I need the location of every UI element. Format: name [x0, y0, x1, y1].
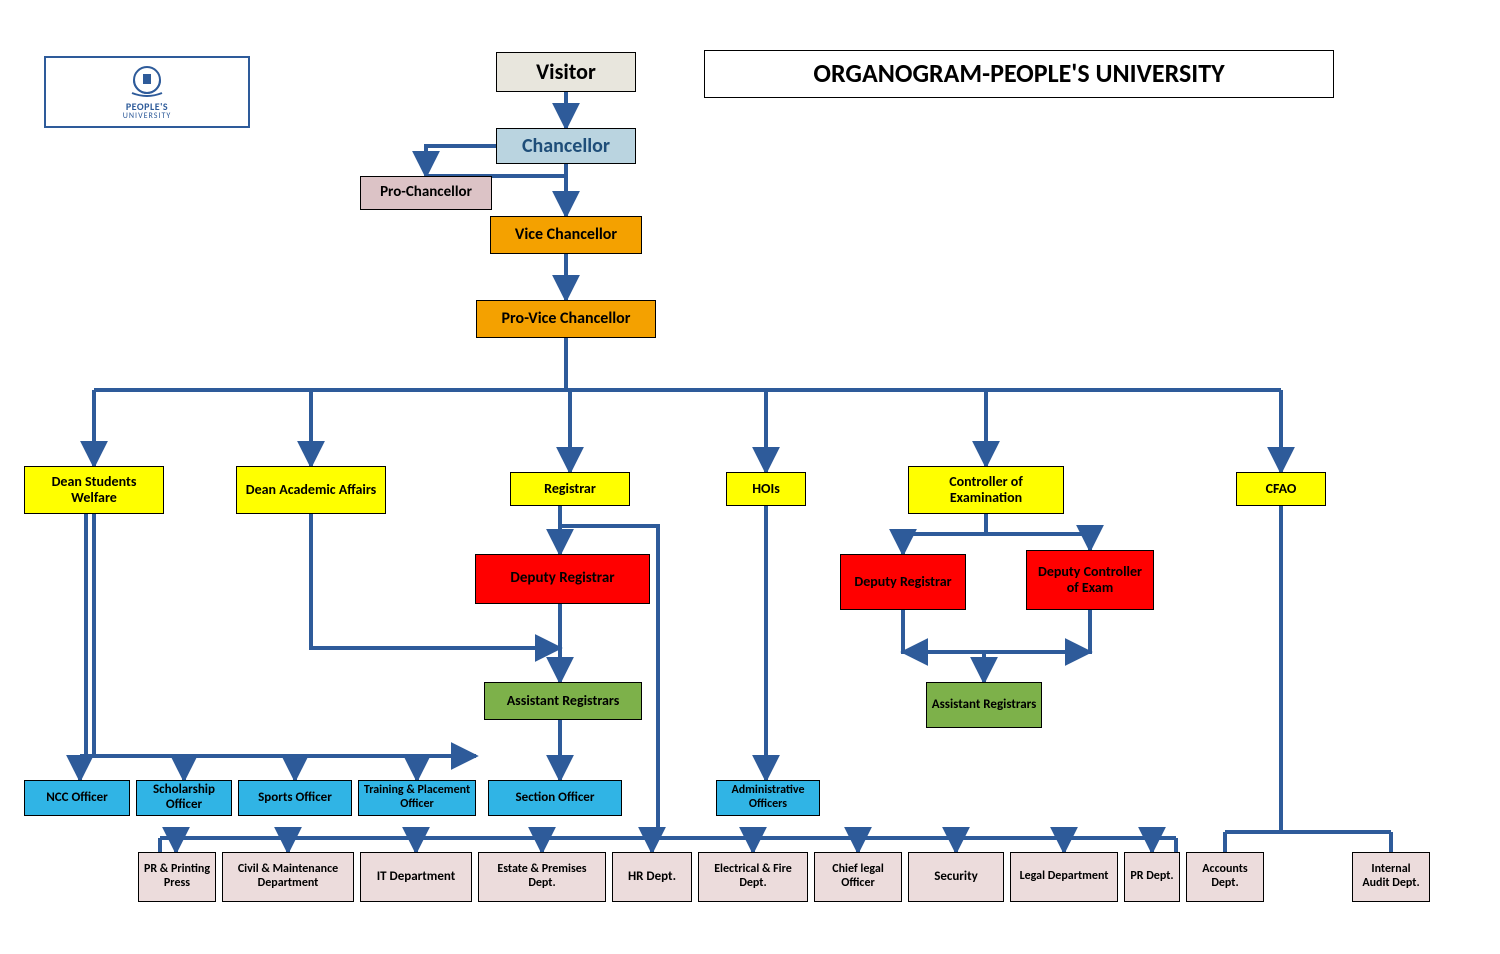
- node-coe: Controller of Examination: [908, 466, 1064, 514]
- node-dep-registrar: Deputy Registrar: [475, 554, 650, 604]
- node-legal-officer: Chief legal Officer: [814, 852, 902, 902]
- node-scholarship: Scholarship Officer: [136, 780, 232, 816]
- node-sports: Sports Officer: [238, 780, 352, 816]
- node-security: Security: [908, 852, 1004, 902]
- crest-icon: [126, 63, 168, 101]
- node-pro-vc: Pro-Vice Chancellor: [476, 300, 656, 338]
- node-chancellor: Chancellor: [496, 128, 636, 164]
- node-cfao: CFAO: [1236, 472, 1326, 506]
- node-asst-reg-2: Assistant Registrars: [926, 682, 1042, 728]
- node-pro-chancellor: Pro-Chancellor: [360, 176, 492, 210]
- node-visitor: Visitor: [496, 52, 636, 92]
- logo-box: PEOPLE'S UNIVERSITY: [44, 56, 250, 128]
- node-ncc: NCC Officer: [24, 780, 130, 816]
- node-accounts: Accounts Dept.: [1186, 852, 1264, 902]
- node-registrar: Registrar: [510, 472, 630, 506]
- node-estate: Estate & Premises Dept.: [478, 852, 606, 902]
- node-civil: Civil & Maintenance Department: [222, 852, 354, 902]
- node-section: Section Officer: [488, 780, 622, 816]
- node-asst-reg-1: Assistant Registrars: [484, 682, 642, 720]
- node-legal-dept: Legal Department: [1010, 852, 1118, 902]
- node-pr-dept: PR Dept.: [1124, 852, 1180, 902]
- node-it: IT Department: [360, 852, 472, 902]
- node-pr-press: PR & Printing Press: [138, 852, 216, 902]
- node-hois: HOIs: [726, 472, 806, 506]
- node-admin-off: Administrative Officers: [716, 780, 820, 816]
- node-vice-chancellor: Vice Chancellor: [490, 216, 642, 254]
- node-dep-coe: Deputy Controller of Exam: [1026, 550, 1154, 610]
- logo-text-bottom: UNIVERSITY: [123, 112, 171, 121]
- node-audit: Internal Audit Dept.: [1352, 852, 1430, 902]
- node-hr: HR Dept.: [612, 852, 692, 902]
- node-elec: Electrical & Fire Dept.: [698, 852, 808, 902]
- node-dean-aa: Dean Academic Affairs: [236, 466, 386, 514]
- node-dep-registrar-2: Deputy Registrar: [840, 554, 966, 610]
- node-dean-sw: Dean Students Welfare: [24, 466, 164, 514]
- node-tpo: Training & Placement Officer: [358, 780, 476, 816]
- page-title: ORGANOGRAM-PEOPLE'S UNIVERSITY: [704, 50, 1334, 98]
